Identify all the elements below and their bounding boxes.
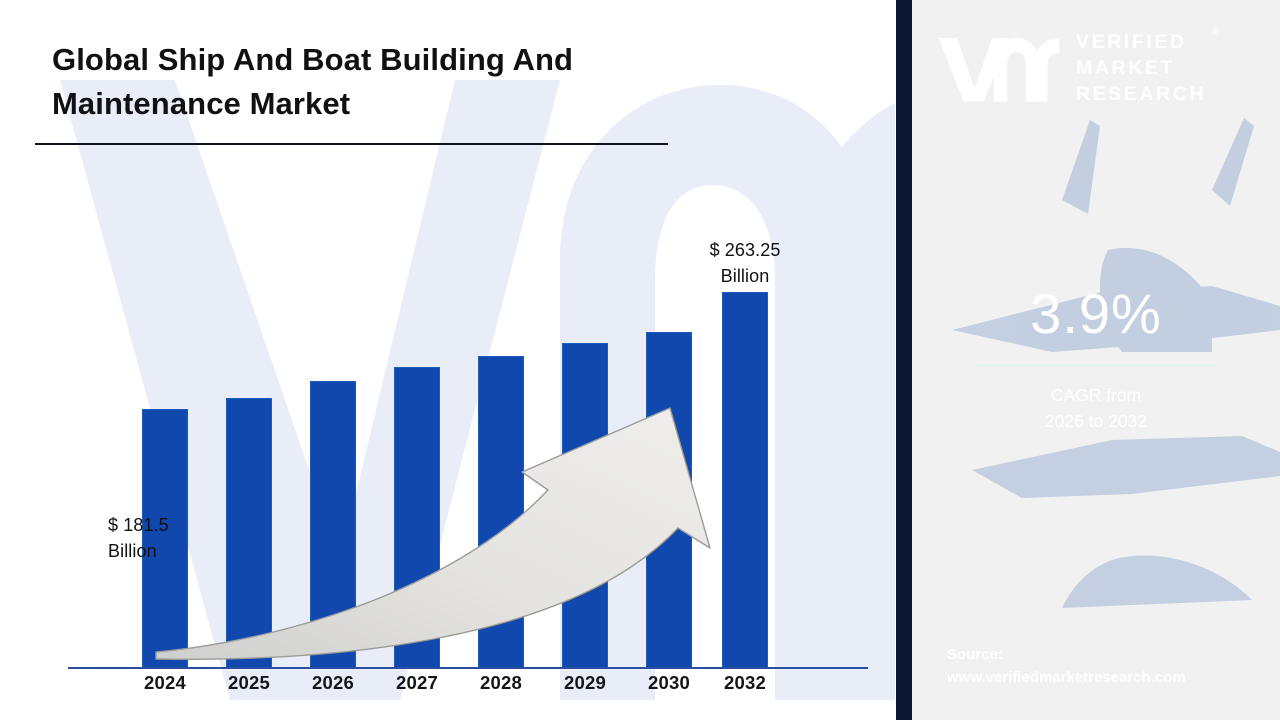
bar-2025 [226,398,272,668]
x-axis-line [68,667,868,669]
value-callout-last: $ 263.25 Billion [709,240,781,286]
x-tick-2024: 2024 [144,672,186,693]
brand-line-research: RESEARCH [1076,82,1207,105]
page-title: Global Ship And Boat Building And Mainte… [52,42,574,122]
title-underline-divider [35,143,668,145]
bar-2030 [646,332,692,668]
vmr-logomark-icon [938,38,1060,102]
bar-2027 [394,367,440,668]
registered-trademark-icon: ® [1211,26,1219,37]
cagr-value: 3.9% [1030,282,1162,345]
x-tick-2029: 2029 [564,672,606,693]
cagr-label: CAGR from 2026 to 2032 [1044,385,1148,432]
brand-wordmark: VERIFIED MARKET RESEARCH ® [1076,26,1218,108]
value-callout-first: $ 181.5 Billion [108,515,169,561]
chart-pane: Global Ship And Boat Building And Mainte… [35,42,895,700]
bar-2026 [310,381,356,668]
bar-series: 2024 2025 2026 2027 2028 2029 2030 2032 [142,292,768,693]
x-tick-2028: 2028 [480,672,522,693]
source-label: Source: [947,646,1003,663]
bar-2032 [722,292,768,668]
x-tick-2025: 2025 [228,672,270,693]
x-tick-2027: 2027 [396,672,438,693]
brand-logo: VERIFIED MARKET RESEARCH ® [934,22,1264,116]
x-tick-2030: 2030 [648,672,690,693]
cagr-divider [977,364,1215,366]
panel-divider [896,0,912,720]
x-tick-2032: 2032 [724,672,766,693]
cagr-block: 3.9% CAGR from 2026 to 2032 [912,286,1280,435]
brand-pane: VERIFIED MARKET RESEARCH ® 3.9% CAGR fro… [912,0,1280,720]
source-block: Source: www.verifiedmarketresearch.com [947,644,1267,689]
bar-2029 [562,343,608,668]
source-url[interactable]: www.verifiedmarketresearch.com [947,668,1186,686]
brand-line-market: MARKET [1076,57,1176,80]
brand-line-verified: VERIFIED [1076,31,1187,54]
x-tick-2026: 2026 [312,672,354,693]
background-aircraft-image [912,0,1280,720]
bar-2028 [478,356,524,668]
